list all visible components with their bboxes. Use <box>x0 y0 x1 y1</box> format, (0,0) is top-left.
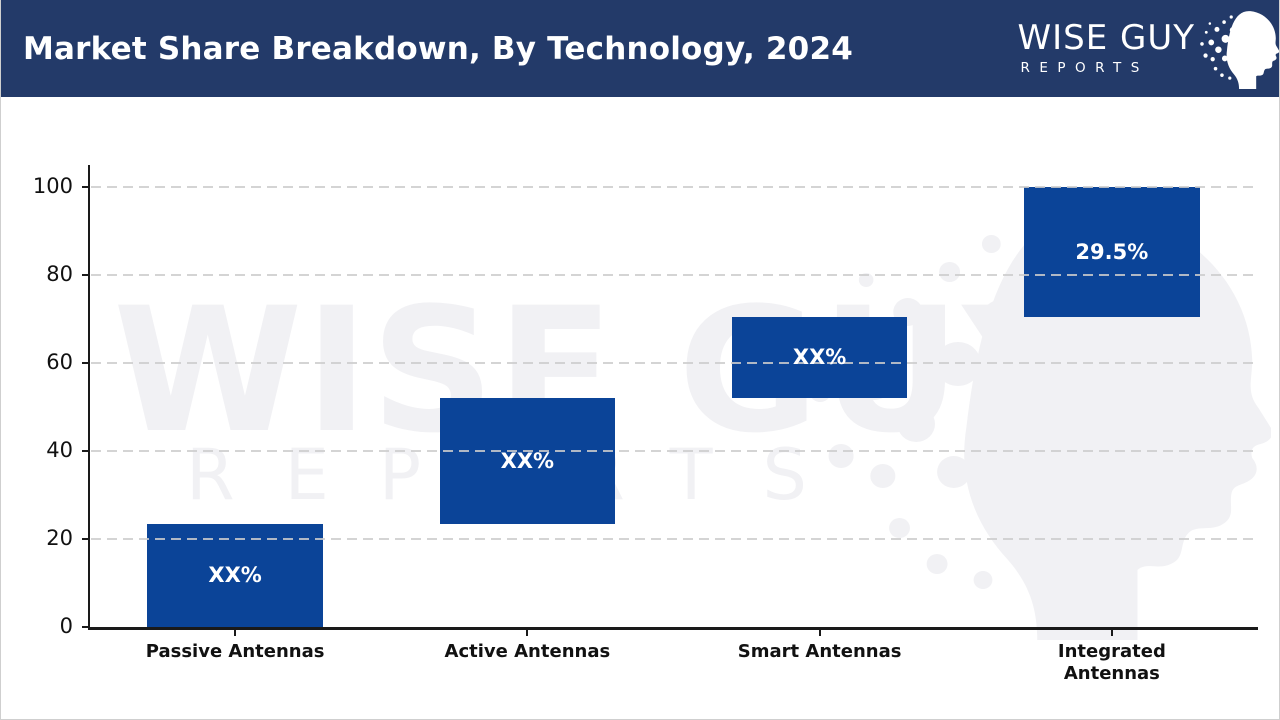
logo-text: WISE GUY REPORTS <box>1017 21 1195 76</box>
x-tick-label: Integrated Antennas <box>1057 641 1166 684</box>
bar-value-label: 29.5% <box>1075 239 1149 264</box>
bar-passive-antennas: XX% <box>147 523 323 627</box>
y-axis <box>88 165 90 629</box>
x-tick-mark <box>526 630 529 636</box>
bar-value-label: XX% <box>792 345 847 370</box>
y-tick-mark <box>82 626 89 628</box>
x-tick-label: Active Antennas <box>444 641 611 662</box>
logo-subtitle: REPORTS <box>1020 60 1149 76</box>
wise-guy-logo: WISE GUY REPORTS <box>1017 9 1279 89</box>
bar-integrated-antennas: 29.5% <box>1024 187 1200 317</box>
header: Market Share Breakdown, By Technology, 2… <box>1 0 1279 97</box>
page-title: Market Share Breakdown, By Technology, 2… <box>23 30 853 67</box>
y-tick-label: 80 <box>46 262 73 286</box>
bar-smart-antennas: XX% <box>731 316 908 399</box>
y-tick-mark <box>82 186 89 188</box>
y-tick-mark <box>82 274 89 276</box>
bar-value-label: XX% <box>208 563 262 588</box>
y-tick-mark <box>82 362 89 364</box>
gridline <box>91 186 1258 188</box>
y-tick-mark <box>82 538 89 540</box>
y-tick-label: 0 <box>59 614 73 638</box>
x-tick-mark <box>818 630 821 636</box>
y-tick-mark <box>82 450 89 452</box>
x-tick-mark <box>1110 630 1113 636</box>
y-tick-label: 20 <box>46 526 73 550</box>
y-tick-label: 100 <box>32 174 73 198</box>
x-axis <box>88 627 1258 630</box>
x-tick-label: Passive Antennas <box>145 641 325 662</box>
gridline <box>91 362 1258 364</box>
y-tick-label: 40 <box>46 438 73 462</box>
x-tick-label: Smart Antennas <box>737 641 902 662</box>
gridline <box>91 274 1258 276</box>
x-tick-mark <box>234 630 237 636</box>
bar-value-label: XX% <box>500 448 555 473</box>
logo-name: WISE GUY <box>1017 18 1195 58</box>
bar-active-antennas: XX% <box>439 398 616 524</box>
y-tick-label: 60 <box>46 350 73 374</box>
gridline <box>91 450 1258 452</box>
gridline <box>91 538 1258 540</box>
